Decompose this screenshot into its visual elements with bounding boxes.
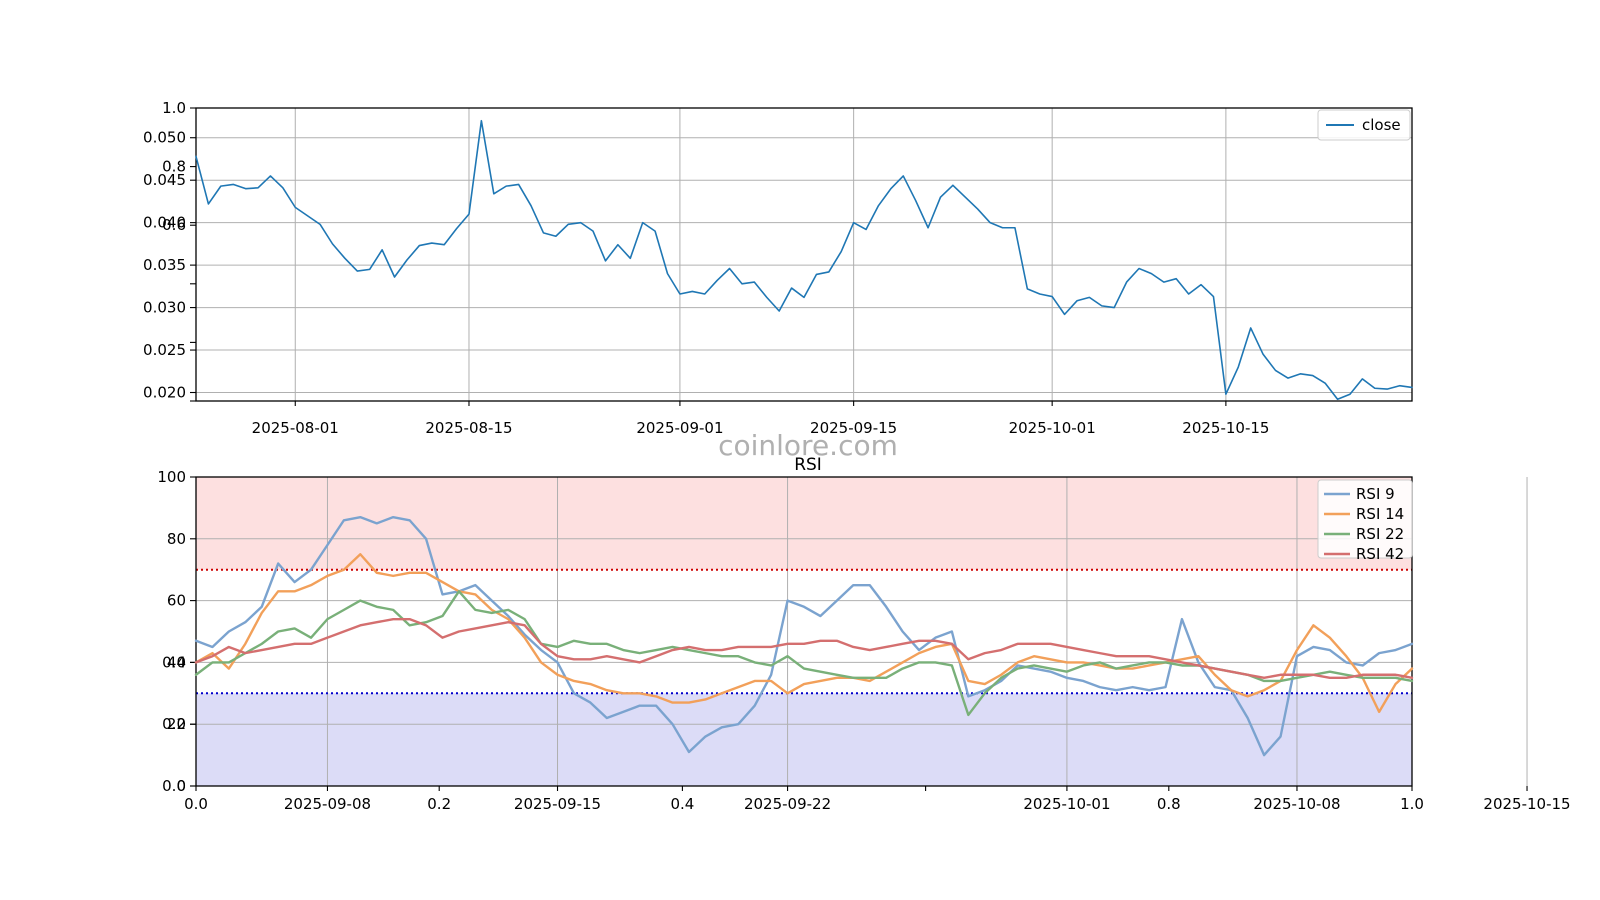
rsi-xtick-label-2025-10-15: 2025-10-15: [1483, 795, 1570, 813]
rsi-ytick-label-20: 20: [167, 715, 186, 733]
price-xtick-label-2025-09-15: 2025-09-15: [810, 419, 897, 437]
rsi-ytick-label-40: 40: [167, 653, 186, 671]
rsi-ytick-label-60: 60: [167, 592, 186, 610]
rsi-xtick-label-2025-10-01: 2025-10-01: [1023, 795, 1110, 813]
rsi-ytick-label-80: 80: [167, 530, 186, 548]
price-ytick-label-0.040: 0.040: [143, 214, 186, 232]
rsi-axes-frame: [195, 476, 1413, 787]
price-ytick-label-0.035: 0.035: [143, 256, 186, 274]
rsi-xtick-label-2025-09-22: 2025-09-22: [744, 795, 831, 813]
rsi-band-0: [196, 477, 1412, 570]
price-overlay-ytick-label-0.8: 0.8: [162, 158, 186, 176]
price-xtick-label-2025-09-01: 2025-09-01: [636, 419, 723, 437]
rsi-series-line-rsi-9: [194, 515, 1414, 757]
price-ytick-label-0.050: 0.050: [143, 129, 186, 147]
rsi-legend-label-rsi-14: RSI 14: [1356, 505, 1404, 523]
rsi-overlay-ytick-label-0.4: 0.4: [162, 653, 186, 671]
rsi-band-1: [196, 693, 1412, 786]
price-xtick-label-2025-08-15: 2025-08-15: [425, 419, 512, 437]
rsi-overlay-xtick-label-0.2: 0.2: [427, 795, 451, 813]
rsi-ytick-label-100: 100: [157, 468, 186, 486]
price-close-line: [195, 119, 1413, 401]
price-ytick-label-0.020: 0.020: [143, 384, 186, 402]
rsi-xtick-label-2025-09-15: 2025-09-15: [514, 795, 601, 813]
price-ytick-label-0.030: 0.030: [143, 299, 186, 317]
price-ytick-label-0.025: 0.025: [143, 341, 186, 359]
price-legend-label-close: close: [1362, 116, 1401, 134]
price-xtick-label-2025-08-01: 2025-08-01: [252, 419, 339, 437]
rsi-legend-box[interactable]: [1317, 479, 1413, 559]
price-axes-frame: [195, 107, 1413, 402]
rsi-overlay-ytick-label-0.0: 0.0: [162, 777, 186, 795]
rsi-ytick-label-0: 0: [176, 777, 186, 795]
price-ytick-label-0.045: 0.045: [143, 171, 186, 189]
rsi-panel-title: RSI: [794, 455, 822, 475]
rsi-series-line-rsi-42: [194, 617, 1414, 680]
rsi-legend-label-rsi-42: RSI 42: [1356, 545, 1404, 563]
rsi-overlay-xtick-label-0.4: 0.4: [670, 795, 694, 813]
rsi-overlay-ytick-label-0.2: 0.2: [162, 715, 186, 733]
rsi-overlay-xtick-label-1.0: 1.0: [1400, 795, 1424, 813]
rsi-legend-label-rsi-22: RSI 22: [1356, 525, 1404, 543]
watermark-text: coinlore.com: [718, 429, 898, 462]
rsi-series-line-rsi-14: [194, 553, 1414, 714]
rsi-legend-label-rsi-9: RSI 9: [1356, 485, 1395, 503]
price-legend-box[interactable]: [1317, 109, 1411, 141]
price-overlay-ytick-label-1.0: 1.0: [162, 99, 186, 117]
rsi-xtick-label-2025-10-08: 2025-10-08: [1253, 795, 1340, 813]
price-xtick-label-2025-10-15: 2025-10-15: [1182, 419, 1269, 437]
rsi-overlay-xtick-label-0.8: 0.8: [1157, 795, 1181, 813]
rsi-xtick-label-2025-09-08: 2025-09-08: [284, 795, 371, 813]
rsi-overlay-xtick-label-0.0: 0.0: [184, 795, 208, 813]
price-overlay-ytick-label-0.6: 0.6: [162, 216, 186, 234]
price-xtick-label-2025-10-01: 2025-10-01: [1009, 419, 1096, 437]
